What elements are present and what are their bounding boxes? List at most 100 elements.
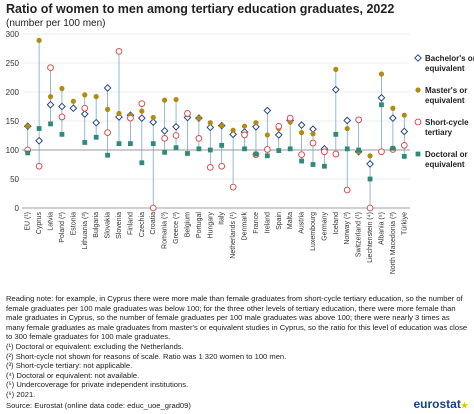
doctoral-point (185, 151, 190, 156)
x-tick-label: Hungary (207, 212, 214, 239)
master-point (253, 120, 259, 126)
master-point (173, 96, 179, 103)
short-cycle-point (127, 114, 134, 122)
short-cycle-point (355, 116, 363, 124)
bachelor-point (137, 114, 146, 123)
bachelor-point (149, 118, 158, 127)
doctoral-point (253, 151, 259, 157)
short-cycle-point (400, 141, 408, 149)
short-cycle-point (298, 151, 305, 159)
doctoral-point (276, 148, 282, 153)
x-tick-label: Iceland (333, 212, 340, 235)
doctoral-point (219, 142, 225, 148)
x-tick-label: Norway (³) (344, 212, 351, 245)
x-tick-label: Greece (³) (173, 212, 180, 244)
x-tick-label: Portugal (196, 212, 203, 239)
bachelor-point (297, 121, 306, 129)
y-tick-label: 200 (6, 88, 20, 97)
bachelor-point (160, 126, 169, 135)
y-tick-label: 100 (6, 146, 20, 155)
x-tick-label: Malta (287, 212, 294, 229)
logo-text: eurostat (413, 397, 461, 411)
bachelor-point (115, 113, 123, 121)
short-cycle-point (161, 135, 169, 142)
doctoral-point (401, 153, 407, 159)
x-tick-label: Liechtenstein (⁴) (367, 212, 374, 263)
doctoral-point (207, 147, 213, 153)
short-cycle-point (138, 100, 146, 107)
short-cycle-point (309, 139, 317, 147)
x-tick-label: Lithuania (³) (82, 212, 89, 249)
doctoral-point (379, 102, 384, 108)
master-point (230, 127, 236, 133)
short-cycle-point (206, 164, 214, 171)
short-cycle-point (321, 148, 328, 156)
bachelor-point (252, 122, 260, 131)
doctoral-point (367, 176, 373, 182)
doctoral-point (36, 126, 42, 131)
doctoral-point (162, 149, 168, 155)
master-point (264, 132, 270, 138)
x-tick-label: France (253, 212, 260, 234)
bachelor-point (366, 160, 374, 168)
master-point (219, 123, 225, 129)
bachelor-point (263, 106, 272, 115)
master-point (139, 108, 145, 114)
doctoral-point (105, 152, 110, 158)
short-cycle-point (229, 183, 237, 191)
short-cycle-point (35, 162, 43, 170)
doctoral-point (139, 160, 145, 166)
x-tick-label: Türkiye (401, 212, 408, 235)
bachelor-point (80, 110, 89, 118)
master-point (390, 105, 396, 111)
x-tick-label: Cyprus (36, 212, 43, 235)
doctoral-point (333, 131, 339, 137)
legend-marker (415, 151, 421, 157)
doctoral-point (93, 134, 99, 140)
y-tick-label: 50 (10, 175, 19, 184)
short-cycle-point (104, 129, 111, 136)
x-tick-label: Bulgaria (93, 212, 100, 238)
master-point (241, 123, 248, 129)
x-tick-label: Italy (219, 212, 226, 225)
doctoral-point (344, 146, 350, 152)
footnote-5: (⁵) Undercoverage for private independen… (6, 380, 189, 390)
master-point (82, 92, 88, 98)
x-tick-label: Switzerland (¹) (356, 212, 363, 257)
short-cycle-point (343, 186, 351, 194)
short-cycle-point (81, 104, 89, 112)
short-cycle-point (332, 150, 340, 158)
doctoral-point (322, 163, 327, 169)
master-point (378, 71, 385, 77)
footnote-2: (²) Short-cycle not shown for reasons of… (6, 351, 287, 361)
short-cycle-point (47, 64, 54, 72)
doctoral-point (48, 121, 53, 127)
logo-star-icon: ★ (460, 401, 468, 410)
master-point (344, 125, 350, 132)
short-cycle-point (172, 132, 180, 139)
doctoral-point (25, 150, 31, 156)
x-tick-label: Spain (276, 212, 283, 230)
master-point (104, 106, 111, 112)
legend-label: Doctoral or equivalent (425, 150, 468, 169)
short-cycle-point (58, 113, 66, 121)
bachelor-point (400, 127, 409, 136)
master-point (207, 120, 213, 126)
doctoral-point (242, 146, 247, 152)
master-point (59, 85, 65, 92)
doctoral-point (264, 153, 270, 159)
short-cycle-point (241, 131, 248, 139)
master-point (25, 123, 31, 129)
chart-title: Ratio of women to men among tertiary edu… (6, 2, 395, 16)
x-tick-label: Latvia (48, 212, 55, 231)
master-point (196, 115, 202, 121)
footnote-1: (¹) Doctoral or equivalent: excluding th… (6, 341, 184, 351)
master-point (367, 153, 373, 159)
y-tick-label: 150 (6, 117, 20, 126)
footnote-6: (⁶) 2021. (6, 389, 36, 399)
x-tick-label: Netherlands (¹) (230, 212, 237, 259)
short-cycle-point (275, 122, 283, 130)
x-tick-label: Czechia (139, 212, 146, 237)
doctoral-point (310, 162, 316, 167)
